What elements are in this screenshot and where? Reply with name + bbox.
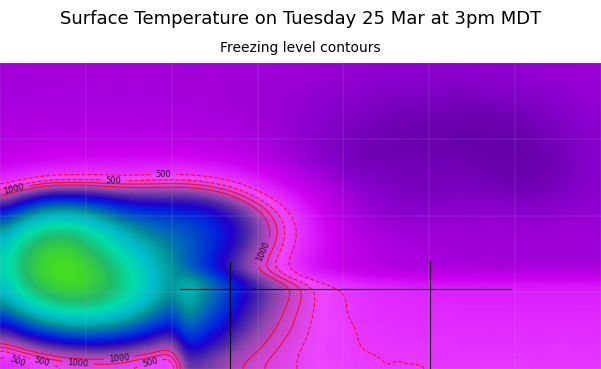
Text: 500: 500 (141, 356, 159, 369)
Text: Surface Temperature on Tuesday 25 Mar at 3pm MDT: Surface Temperature on Tuesday 25 Mar at… (60, 10, 541, 28)
Text: 1000: 1000 (3, 183, 25, 196)
Text: 500: 500 (105, 176, 121, 185)
Text: 500: 500 (155, 170, 171, 179)
Text: 500: 500 (33, 355, 51, 368)
Text: Freezing level contours: Freezing level contours (220, 41, 381, 55)
Text: 1000: 1000 (255, 240, 272, 263)
Text: 500: 500 (8, 355, 26, 369)
Text: 1000: 1000 (108, 353, 130, 364)
Text: 1000: 1000 (67, 358, 89, 369)
